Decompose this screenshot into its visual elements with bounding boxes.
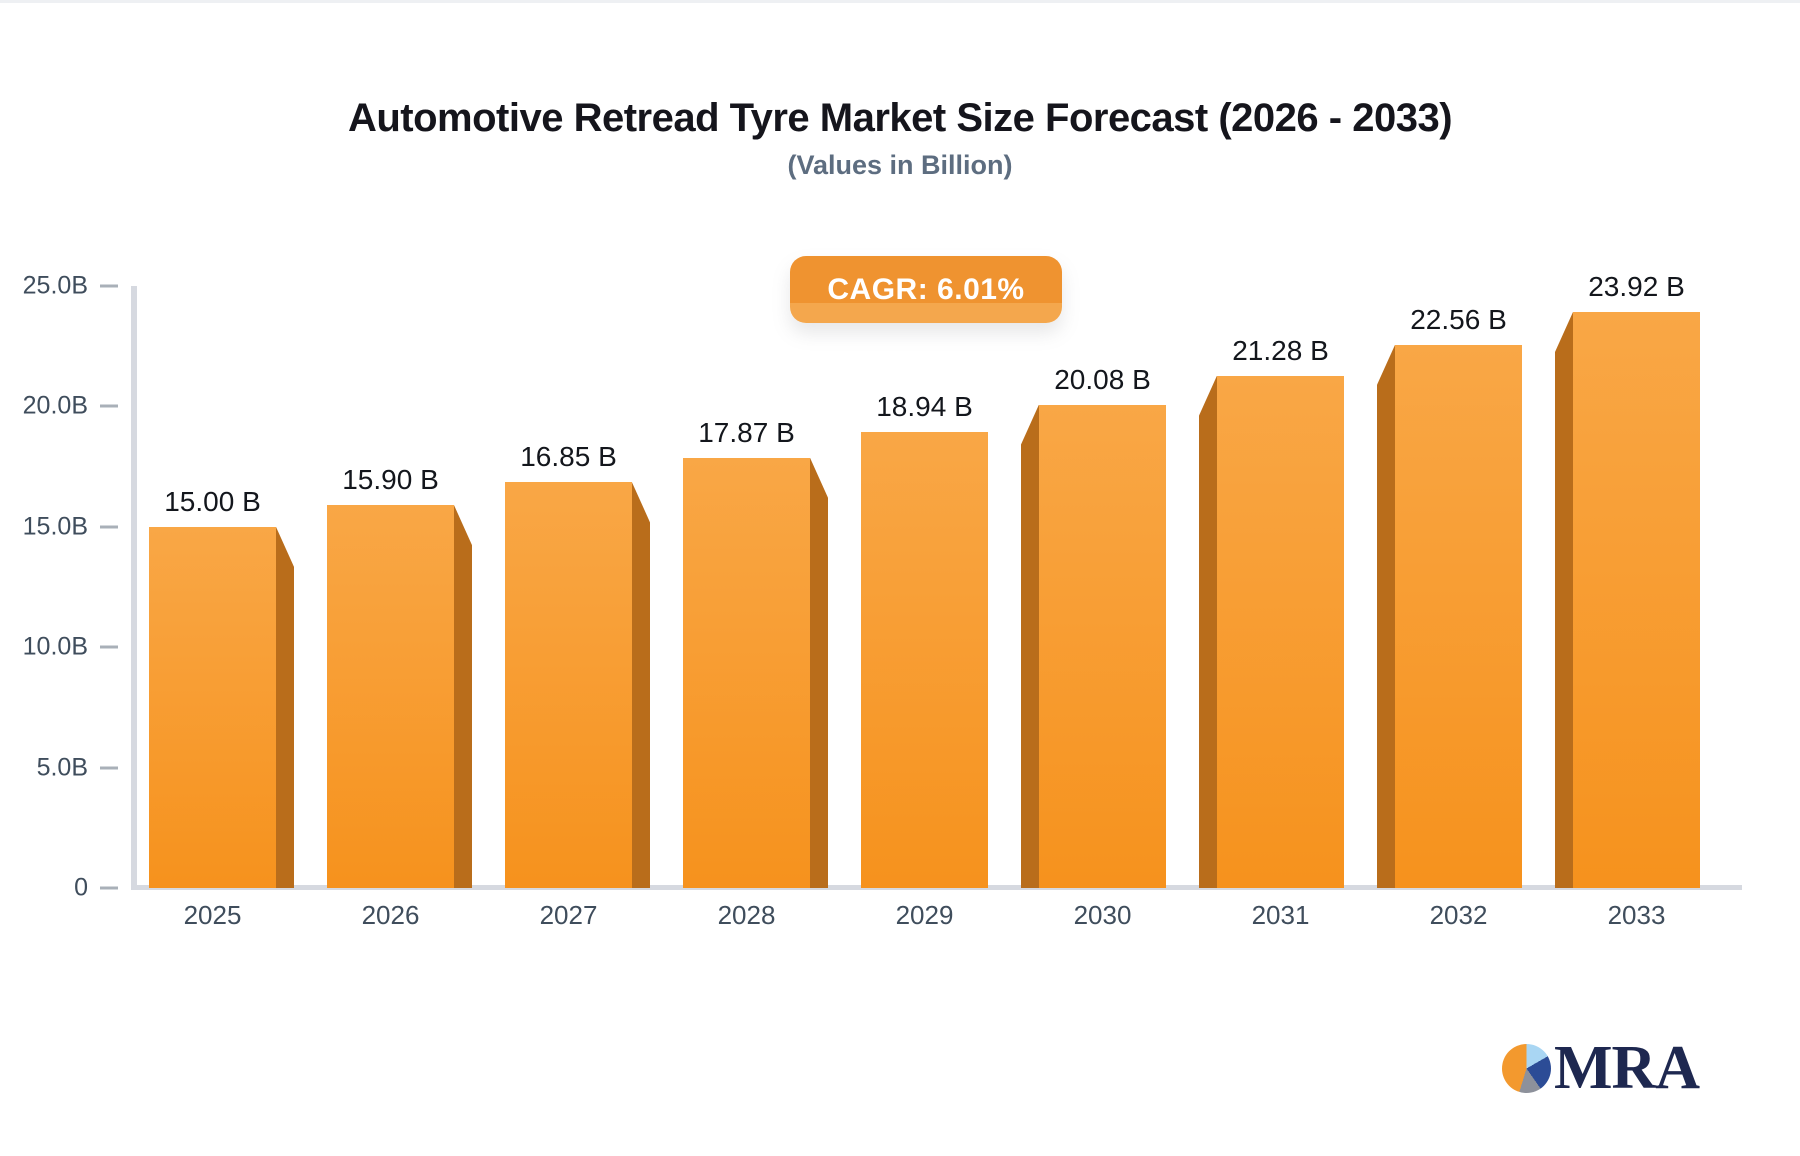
bar-slot: 15.00 B	[137, 286, 315, 888]
bar-2029: 18.94 B	[861, 391, 988, 888]
bar-value-label: 18.94 B	[876, 390, 973, 422]
x-axis-label-2029: 2029	[895, 900, 954, 930]
y-tick-mark	[100, 284, 118, 288]
chart-title: Automotive Retread Tyre Market Size Fore…	[347, 96, 1453, 140]
bar-3d-side	[1377, 344, 1395, 888]
y-tick-label: 10.0B	[22, 632, 88, 661]
bar-value-label: 15.00 B	[164, 485, 261, 517]
y-tick-mark	[100, 404, 118, 408]
bar-slot: 22.56 B	[1377, 286, 1561, 888]
y-tick-label: 25.0B	[22, 271, 88, 300]
bar-2030: 20.08 B	[1021, 364, 1166, 888]
bar-slot: 23.92 B	[1555, 271, 1739, 888]
y-tick-mark	[100, 886, 118, 890]
bar-3d-side	[276, 526, 294, 888]
bar-value-label: 16.85 B	[520, 441, 617, 473]
bar-2031: 21.28 B	[1199, 335, 1344, 888]
bar-3d-side	[454, 505, 472, 888]
bar-3d-side	[1555, 312, 1573, 888]
bar-slot: 16.85 B	[493, 286, 671, 888]
bar-3d-side	[1199, 375, 1217, 888]
pie-chart-icon	[1502, 1043, 1551, 1093]
x-axis-label-2032: 2032	[1429, 900, 1488, 930]
bar-slot: 15.90 B	[315, 286, 493, 888]
x-axis-label-2030: 2030	[1073, 900, 1132, 930]
y-tick-label: 15.0B	[22, 512, 88, 541]
x-axis-label-2025: 2025	[183, 900, 242, 930]
chart-subtitle: (Values in Billion)	[787, 150, 1013, 180]
bar-slot: 21.28 B	[1199, 286, 1383, 888]
logo-text: MRA	[1554, 1034, 1700, 1102]
cagr-badge: CAGR: 6.01%	[790, 256, 1062, 323]
cagr-badge-label: CAGR: 6.01%	[827, 272, 1025, 306]
bar-2027: 16.85 B	[505, 441, 650, 888]
x-axis-label-2028: 2028	[717, 900, 776, 930]
bar-3d-side	[632, 482, 650, 888]
bar-value-label: 15.90 B	[342, 464, 439, 496]
bar-2032: 22.56 B	[1377, 304, 1522, 888]
bar-value-label: 22.56 B	[1410, 303, 1507, 335]
bar-2033: 23.92 B	[1555, 271, 1700, 888]
y-tick-mark	[100, 766, 118, 770]
bar-value-label: 23.92 B	[1588, 271, 1685, 302]
y-tick-mark	[100, 525, 118, 529]
x-axis-label-2027: 2027	[539, 900, 598, 930]
bar-2025: 15.00 B	[149, 486, 294, 888]
y-tick-mark	[100, 645, 118, 649]
bar-2028: 17.87 B	[683, 417, 828, 888]
bar-value-label: 17.87 B	[698, 416, 795, 448]
y-tick-label: 20.0B	[22, 391, 88, 420]
bars-area: 15.00 B 15.90 B 16.85 B 17.87 B 18.94 B 20.08…	[137, 271, 1739, 888]
bar-slot: 17.87 B	[671, 286, 849, 888]
y-tick-label: 0	[74, 873, 88, 902]
x-axis-label-2033: 2033	[1607, 900, 1666, 930]
bar-slot: 18.94 B	[849, 286, 1027, 888]
y-axis-line	[131, 286, 137, 890]
x-axis-label-2031: 2031	[1251, 900, 1310, 930]
bar-value-label: 20.08 B	[1054, 363, 1151, 395]
bar-2026: 15.90 B	[327, 464, 472, 888]
bar-3d-side	[1021, 404, 1039, 888]
mra-logo: MRA	[1502, 1034, 1700, 1102]
bar-value-label: 21.28 B	[1232, 334, 1329, 366]
y-tick-label: 5.0B	[36, 753, 88, 782]
page-top-border	[0, 0, 1800, 3]
bar-slot: 20.08 B	[1021, 286, 1205, 888]
bar-3d-side	[810, 457, 828, 888]
x-axis-label-2026: 2026	[361, 900, 420, 930]
